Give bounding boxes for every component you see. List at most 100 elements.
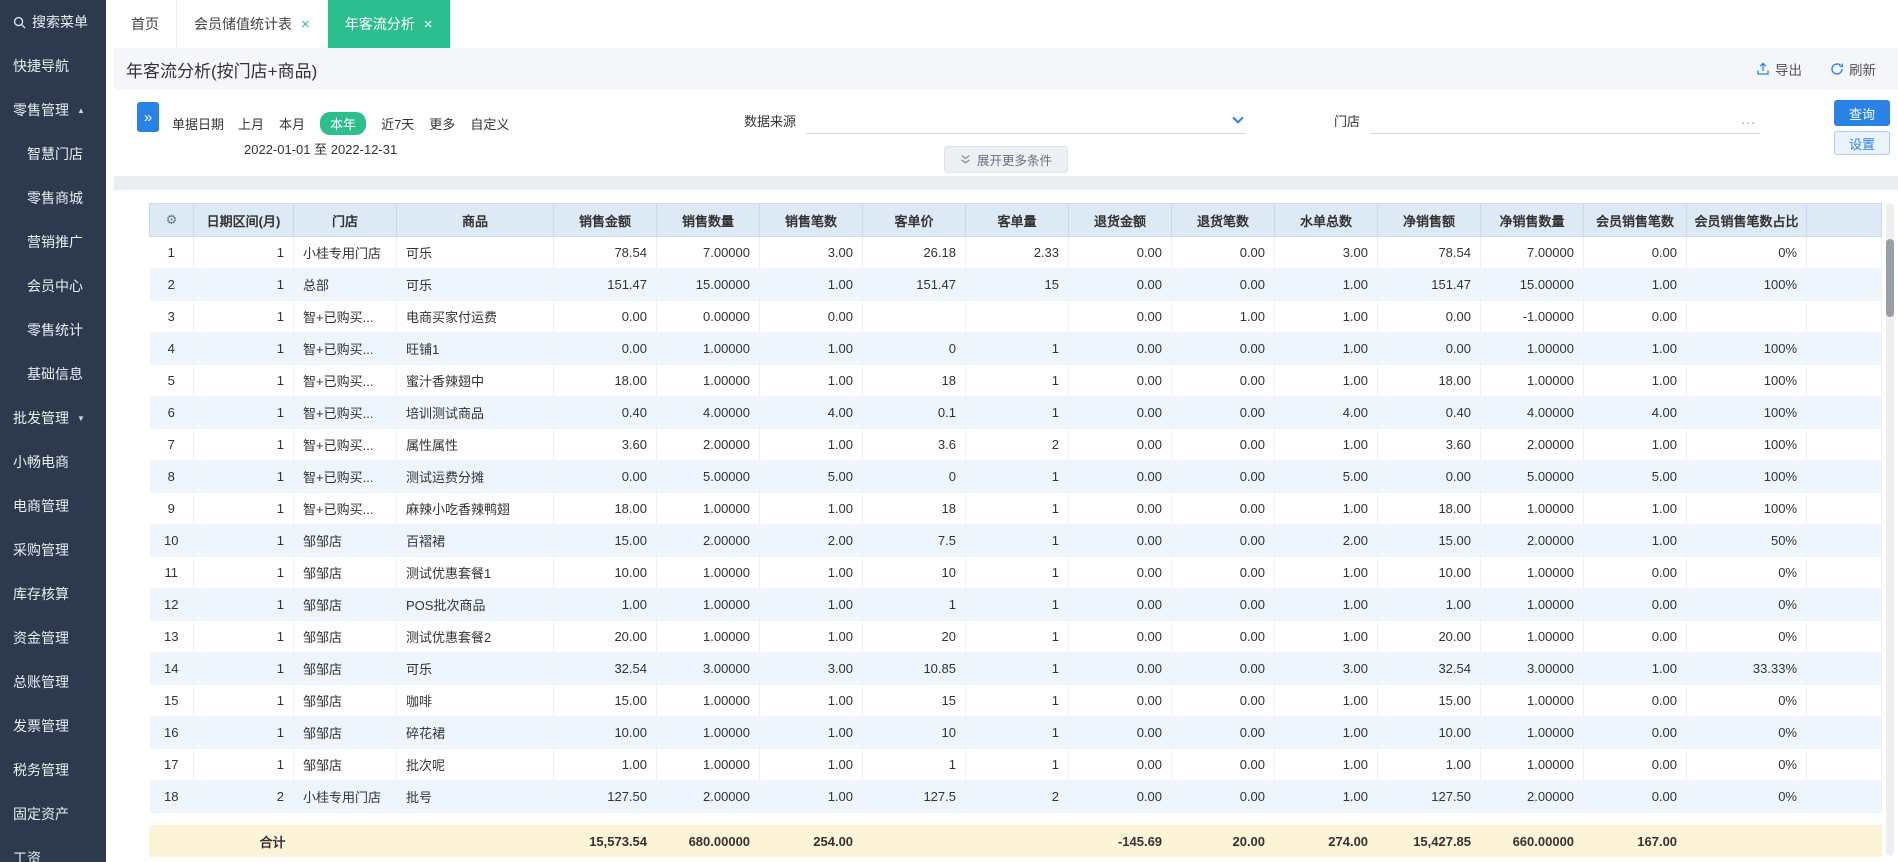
cell: 0.00 (1583, 684, 1687, 717)
table-row[interactable]: 4 1 智+已购买... 旺铺1 0.00 1.00000 1.00 0 1 0.00 0.00 1.… (149, 332, 1882, 365)
cell: 1 (193, 588, 294, 621)
col-header-净销售额[interactable]: 净销售额 (1377, 203, 1481, 237)
date-quick-本月[interactable]: 本月 (279, 117, 306, 132)
col-header-销售笔数[interactable]: 销售笔数 (759, 203, 863, 237)
sidebar-item-会员中心[interactable]: 会员中心 (0, 264, 106, 308)
collapse-filter-button[interactable]: » (137, 102, 159, 132)
cell: 1 (965, 364, 1069, 397)
sidebar-item-资金管理[interactable]: 资金管理 (0, 616, 106, 660)
table-row[interactable]: 16 1 邹邹店 碎花裙 10.00 1.00000 1.00 10 1 0.00 0.00 1.00… (149, 716, 1882, 749)
cell: 邹邹店 (293, 556, 397, 589)
gear-icon[interactable]: ⚙ (165, 212, 178, 227)
sidebar-scrollbar[interactable] (106, 0, 114, 862)
date-quick-近7天[interactable]: 近7天 (381, 117, 415, 132)
cell: 1 (965, 588, 1069, 621)
date-quick-自定义[interactable]: 自定义 (470, 117, 510, 132)
sidebar-item-智慧门店[interactable]: 智慧门店 (0, 132, 106, 176)
table-row[interactable]: 3 1 智+已购买... 电商买家付运费 0.00 0.00000 0.00 0.00 1.00… (149, 300, 1882, 333)
sidebar-item-零售统计[interactable]: 零售统计 (0, 308, 106, 352)
table-row[interactable]: 6 1 智+已购买... 培训测试商品 0.40 4.00000 4.00 0.1 1 0.00 0… (149, 396, 1882, 429)
table-row[interactable]: 10 1 邹邹店 百褶裙 15.00 2.00000 2.00 7.5 1 0.00 0.00 2.0… (149, 524, 1882, 557)
col-header-客单价[interactable]: 客单价 (862, 203, 966, 237)
store-input[interactable] (1370, 108, 1742, 133)
date-quick-上月[interactable]: 上月 (238, 117, 265, 132)
table-row[interactable]: 17 1 邹邹店 批次呢 1.00 1.00000 1.00 1 1 0.00 0.00 1.00 1.… (149, 748, 1882, 781)
table-row[interactable]: 18 2 小桂专用门店 批号 127.50 2.00000 1.00 127.5 2 0.00 0.… (149, 780, 1882, 813)
column-settings-header[interactable]: ⚙ (149, 203, 194, 237)
sidebar-item-总账管理[interactable]: 总账管理 (0, 660, 106, 704)
tab-年客流分析[interactable]: 年客流分析 × (327, 0, 451, 48)
sidebar-item-发票管理[interactable]: 发票管理 (0, 704, 106, 748)
col-header-水单总数[interactable]: 水单总数 (1274, 203, 1378, 237)
cell: 1.00 (1274, 364, 1378, 397)
sidebar-item-固定资产[interactable]: 固定资产 (0, 792, 106, 836)
sidebar-item-搜索菜单[interactable]: 搜索菜单 (0, 0, 106, 44)
table-row[interactable]: 8 1 智+已购买... 测试运费分摊 0.00 5.00000 5.00 0 1 0.00 0.0… (149, 460, 1882, 493)
col-header-客单量[interactable]: 客单量 (965, 203, 1069, 237)
cell: 0.00 (1583, 780, 1687, 813)
settings-button[interactable]: 设置 (1834, 131, 1890, 155)
chevron-down-icon[interactable] (1232, 112, 1244, 124)
refresh-button[interactable]: 刷新 (1830, 59, 1876, 79)
sidebar-item-零售管理[interactable]: 零售管理 ▲ (0, 88, 106, 132)
sidebar-item-营销推广[interactable]: 营销推广 (0, 220, 106, 264)
vertical-scrollbar[interactable] (1886, 203, 1894, 856)
cell: 78.54 (553, 236, 657, 269)
tab-会员储值统计表[interactable]: 会员储值统计表 × (177, 0, 328, 48)
date-quick-更多[interactable]: 更多 (429, 117, 456, 132)
tab-label: 年客流分析 (344, 16, 415, 32)
table-row[interactable]: 2 1 总部 可乐 151.47 15.00000 1.00 151.47 15 0.00 0.00… (149, 268, 1882, 301)
cell: 100% (1686, 460, 1807, 493)
sidebar-item-基础信息[interactable]: 基础信息 (0, 352, 106, 396)
sidebar-item-快捷导航[interactable]: 快捷导航 (0, 44, 106, 88)
sidebar-item-零售商城[interactable]: 零售商城 (0, 176, 106, 220)
sidebar-item-电商管理[interactable]: 电商管理 (0, 484, 106, 528)
cell: 1.00000 (1480, 716, 1584, 749)
table-row[interactable]: 12 1 邹邹店 POS批次商品 1.00 1.00000 1.00 1 1 0.00 0.00 1.… (149, 588, 1882, 621)
sidebar-item-label: 税务管理 (13, 762, 69, 778)
export-button[interactable]: 导出 (1756, 59, 1802, 79)
more-options-icon[interactable]: ... (1741, 111, 1757, 127)
col-header-门店[interactable]: 门店 (293, 203, 397, 237)
close-icon[interactable]: × (301, 15, 310, 33)
col-header-商品[interactable]: 商品 (396, 203, 554, 237)
sidebar-item-库存核算[interactable]: 库存核算 (0, 572, 106, 616)
table-row[interactable]: 13 1 邹邹店 测试优惠套餐2 20.00 1.00000 1.00 20 1 0.00 0.00… (149, 620, 1882, 653)
table-row[interactable]: 14 1 邹邹店 可乐 32.54 3.00000 3.00 10.85 1 0.00 0.00 3.… (149, 652, 1882, 685)
table-row[interactable]: 5 1 智+已购买... 蜜汁香辣翅中 18.00 1.00000 1.00 18 1 0.00 0… (149, 364, 1882, 397)
date-quick-本年[interactable]: 本年 (320, 112, 367, 135)
table-row[interactable]: 15 1 邹邹店 咖啡 15.00 1.00000 1.00 15 1 0.00 0.00 1.00 1… (149, 684, 1882, 717)
table-row[interactable]: 1 1 小桂专用门店 可乐 78.54 7.00000 3.00 26.18 2.33 0.00 0… (149, 236, 1882, 269)
col-header-会员销售笔数[interactable]: 会员销售笔数 (1583, 203, 1687, 237)
sidebar-item-税务管理[interactable]: 税务管理 (0, 748, 106, 792)
col-header-退货金额[interactable]: 退货金额 (1068, 203, 1172, 237)
cell: 2.00000 (1480, 524, 1584, 557)
table-row[interactable]: 9 1 智+已购买... 麻辣小吃香辣鸭翅 18.00 1.00000 1.00 18 1 0.0… (149, 492, 1882, 525)
scrollbar-thumb[interactable] (1886, 239, 1894, 317)
close-icon[interactable]: × (423, 15, 433, 33)
table-row[interactable]: 11 1 邹邹店 测试优惠套餐1 10.00 1.00000 1.00 10 1 0.00 0.00… (149, 556, 1882, 589)
col-header-净销售数量[interactable]: 净销售数量 (1480, 203, 1584, 237)
cell: 旺铺1 (396, 332, 554, 365)
col-header-销售数量[interactable]: 销售数量 (656, 203, 760, 237)
table-row[interactable]: 7 1 智+已购买... 属性属性 3.60 2.00000 1.00 3.6 2 0.00 0.0… (149, 428, 1882, 461)
sidebar-item-采购管理[interactable]: 采购管理 (0, 528, 106, 572)
cell: 4.00000 (656, 396, 760, 429)
datasource-input[interactable] (806, 108, 1235, 133)
col-header-销售金额[interactable]: 销售金额 (553, 203, 657, 237)
sidebar-item-小畅电商[interactable]: 小畅电商 (0, 440, 106, 484)
col-header-日期区间(月)[interactable]: 日期区间(月) (193, 203, 294, 237)
expand-more-button[interactable]: 展开更多条件 (943, 146, 1069, 173)
query-button[interactable]: 查询 (1834, 100, 1890, 126)
sidebar-item-工资[interactable]: 工资 (0, 836, 106, 862)
title-actions: 导出 刷新 (1756, 59, 1876, 79)
col-header-会员销售笔数占比[interactable]: 会员销售笔数占比 (1686, 203, 1807, 237)
store-field: ... (1370, 108, 1761, 134)
cell: 0% (1686, 620, 1807, 653)
sidebar-item-批发管理[interactable]: 批发管理 ▼ (0, 396, 106, 440)
col-header-退货笔数[interactable]: 退货笔数 (1171, 203, 1275, 237)
filler-cell (1806, 825, 1882, 857)
cell: 1.00 (759, 332, 863, 365)
cell: 3 (149, 300, 194, 333)
tab-首页[interactable]: 首页 (114, 0, 177, 48)
